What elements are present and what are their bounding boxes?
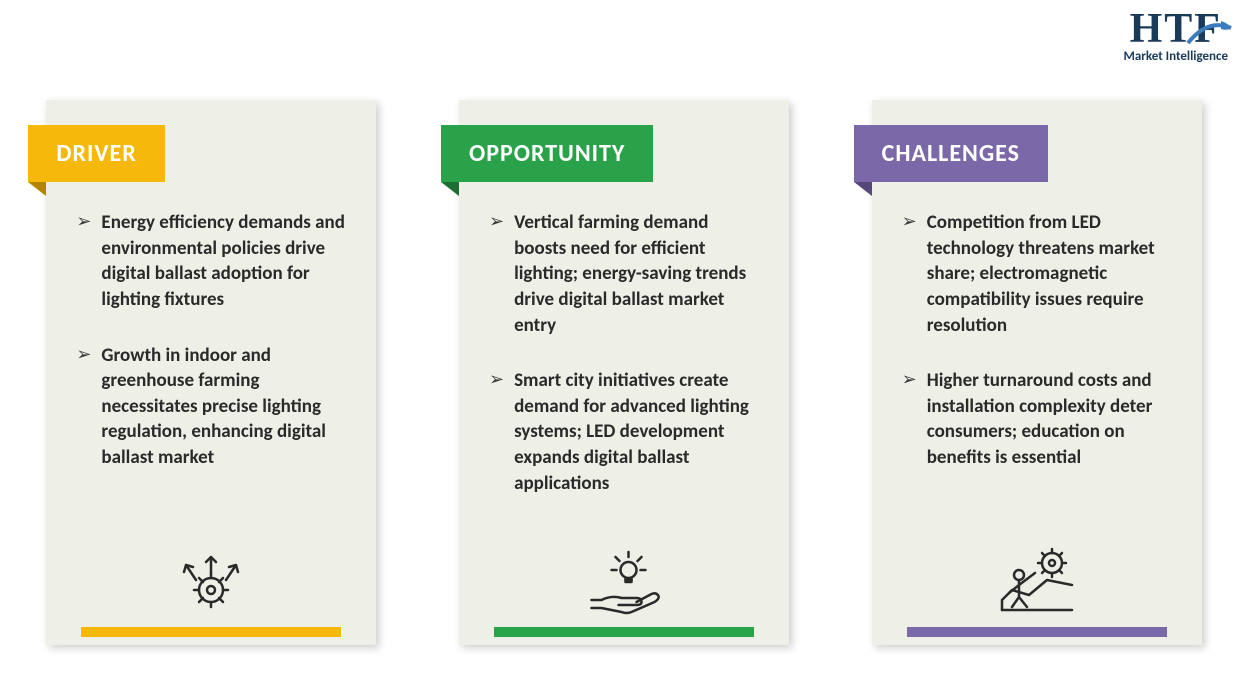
logo-swoosh-icon: [1183, 13, 1233, 48]
chevron-right-icon: ➢: [76, 210, 91, 313]
bullet-text: Higher turnaround costs and installation…: [927, 368, 1177, 471]
bullet-text: Growth in indoor and greenhouse farming …: [101, 343, 351, 471]
ribbon-opportunity: OPPORTUNITY: [441, 125, 653, 182]
ribbon-label: OPPORTUNITY: [441, 125, 653, 182]
person-gear-chart-icon: [997, 545, 1077, 615]
bullet-item: ➢ Vertical farming demand boosts need fo…: [489, 210, 764, 338]
card-accent-bar: [81, 627, 341, 637]
bullet-text: Vertical farming demand boosts need for …: [514, 210, 764, 338]
card-accent-bar: [907, 627, 1167, 637]
bullet-text: Competition from LED technology threaten…: [927, 210, 1177, 338]
card-driver: DRIVER ➢ Energy efficiency demands and e…: [46, 100, 376, 645]
bullet-item: ➢ Growth in indoor and greenhouse farmin…: [76, 343, 351, 471]
ribbon-challenges: CHALLENGES: [854, 125, 1048, 182]
ribbon-label: CHALLENGES: [854, 125, 1048, 182]
chevron-right-icon: ➢: [489, 368, 504, 496]
bullet-item: ➢ Competition from LED technology threat…: [902, 210, 1177, 338]
card-accent-bar: [494, 627, 754, 637]
brand-logo: HTF Market Intelligence: [1123, 5, 1228, 64]
bullet-item: ➢ Higher turnaround costs and installati…: [902, 368, 1177, 471]
chevron-right-icon: ➢: [902, 368, 917, 471]
card-challenges: CHALLENGES ➢ Competition from LED techno…: [872, 100, 1202, 645]
ribbon-label: DRIVER: [28, 125, 164, 182]
cards-row: DRIVER ➢ Energy efficiency demands and e…: [0, 0, 1248, 645]
card-opportunity: OPPORTUNITY ➢ Vertical farming demand bo…: [459, 100, 789, 645]
chevron-right-icon: ➢: [489, 210, 504, 338]
hand-bulb-icon: [586, 550, 661, 615]
ribbon-driver: DRIVER: [28, 125, 164, 182]
bullet-text: Energy efficiency demands and environmen…: [101, 210, 351, 313]
chevron-right-icon: ➢: [76, 343, 91, 471]
bullet-item: ➢ Energy efficiency demands and environm…: [76, 210, 351, 313]
bullet-text: Smart city initiatives create demand for…: [514, 368, 764, 496]
ribbon-fold-icon: [28, 182, 46, 196]
ribbon-fold-icon: [854, 182, 872, 196]
ribbon-fold-icon: [441, 182, 459, 196]
gear-arrows-icon: [176, 545, 246, 615]
chevron-right-icon: ➢: [902, 210, 917, 338]
bullet-item: ➢ Smart city initiatives create demand f…: [489, 368, 764, 496]
